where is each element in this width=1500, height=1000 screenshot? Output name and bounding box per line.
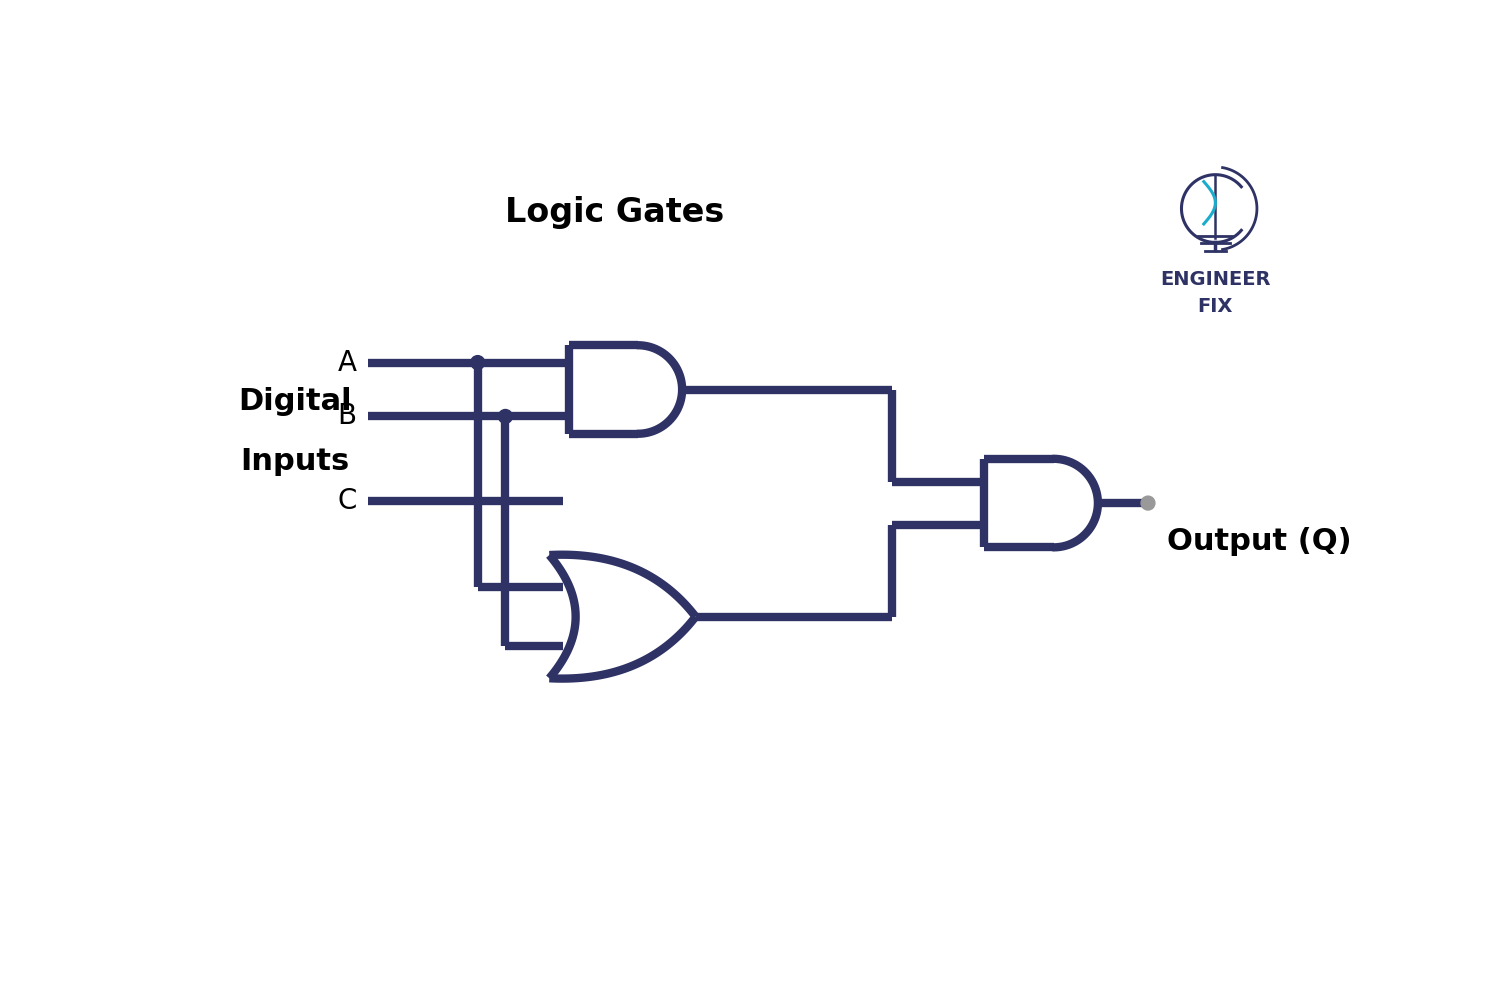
Text: Output (Q): Output (Q) — [1167, 527, 1352, 556]
Circle shape — [498, 410, 513, 423]
Text: A: A — [338, 349, 357, 377]
Text: ENGINEER: ENGINEER — [1160, 270, 1270, 289]
Text: FIX: FIX — [1197, 297, 1233, 316]
Circle shape — [1142, 496, 1155, 510]
Text: B: B — [338, 402, 357, 430]
Text: C: C — [338, 487, 357, 515]
Text: Digital: Digital — [238, 387, 352, 416]
Text: Logic Gates: Logic Gates — [506, 196, 724, 229]
Text: Inputs: Inputs — [240, 447, 350, 476]
Circle shape — [471, 356, 484, 369]
